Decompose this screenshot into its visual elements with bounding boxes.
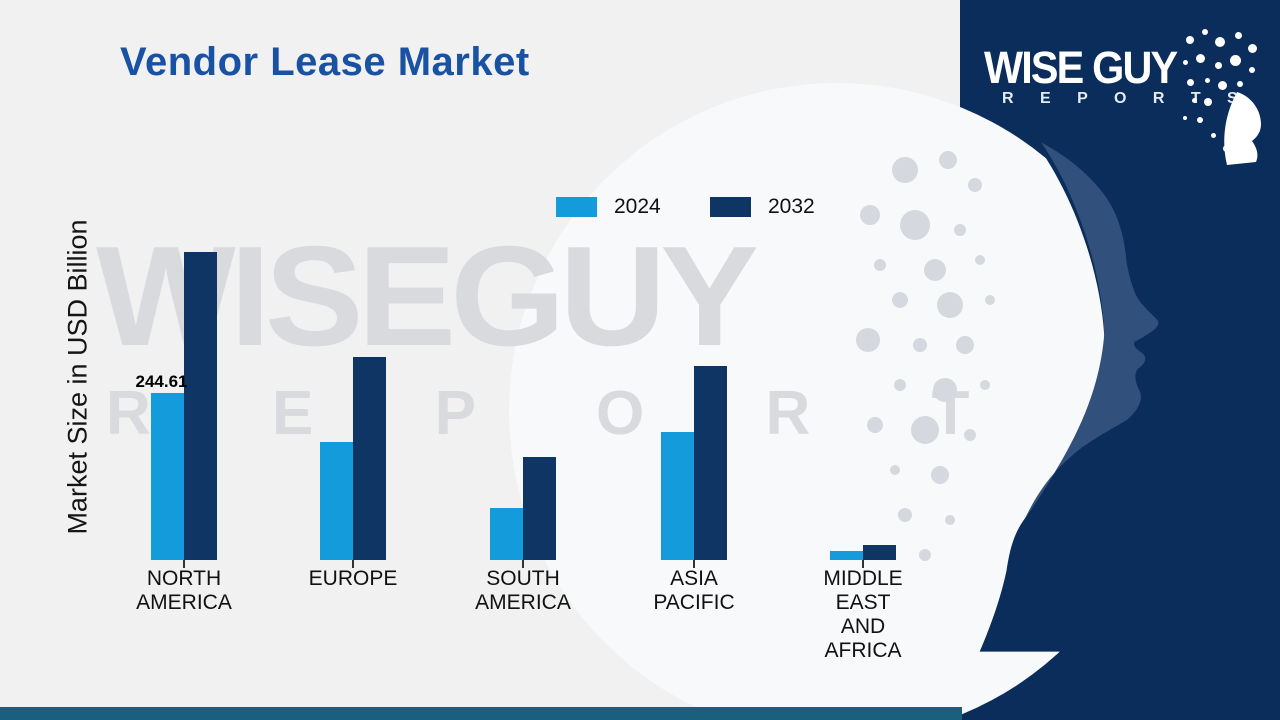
category-label-line: AND <box>840 615 886 638</box>
gray-deco-dot <box>892 292 908 308</box>
category-label-line: PACIFIC <box>653 591 735 614</box>
gray-deco-dot <box>860 205 880 225</box>
category-label-line: AMERICA <box>136 591 232 614</box>
white-deco-dot <box>1237 81 1243 87</box>
legend-swatch <box>556 197 597 217</box>
bar-2032 <box>863 545 896 560</box>
white-deco-dot <box>1182 59 1188 65</box>
y-axis-label: Market Size in USD Billion <box>62 219 93 535</box>
logo-face-icon <box>1224 92 1261 165</box>
gray-deco-dot <box>968 178 982 192</box>
bar-2024 <box>490 508 523 560</box>
gray-deco-dot <box>924 259 946 281</box>
bar-2032 <box>184 252 217 560</box>
category-label-line: MIDDLE <box>823 567 903 590</box>
category-label: NORTH AMERICA <box>136 567 232 615</box>
bar-2032 <box>694 366 727 560</box>
axis-tick <box>693 560 695 568</box>
white-deco-dot <box>1204 77 1210 83</box>
bar-2032 <box>353 357 386 560</box>
white-deco-dot <box>1229 54 1241 66</box>
white-deco-dot <box>1247 43 1257 53</box>
gray-deco-dot <box>980 380 990 390</box>
gray-deco-dot <box>892 157 918 183</box>
white-deco-dot <box>1204 98 1212 106</box>
bar-2024 <box>830 551 863 560</box>
bar-value-label: 244.61 <box>135 372 188 391</box>
category-label-line: EAST <box>835 591 891 614</box>
category-label-line: EUROPE <box>308 567 398 590</box>
category-label-line: AFRICA <box>824 639 902 662</box>
category-label-line: ASIA <box>670 567 718 590</box>
category-label-line: AMERICA <box>475 591 571 614</box>
gray-deco-dot <box>867 417 883 433</box>
gray-deco-dot <box>985 295 995 305</box>
brand-logo-name: WISE GUY <box>984 42 1178 93</box>
white-deco-dot <box>1195 53 1205 63</box>
white-deco-dot <box>1214 61 1222 69</box>
legend-item-2024: 2024 <box>556 195 661 219</box>
category-label: ASIA PACIFIC <box>653 567 734 615</box>
gray-deco-dot <box>939 151 957 169</box>
category-label-line: SOUTH <box>486 567 560 590</box>
white-deco-dot <box>1234 31 1242 39</box>
gray-deco-dot <box>964 429 976 441</box>
category-label: EUROPE <box>309 567 398 591</box>
gray-deco-dot <box>933 378 957 402</box>
bar-2024 <box>151 393 184 560</box>
gray-deco-dot <box>856 328 880 352</box>
white-deco-dot <box>1183 116 1187 120</box>
bottom-accent-bar <box>0 707 962 720</box>
white-deco-dot <box>1215 37 1225 47</box>
page-title: Vendor Lease Market <box>120 40 530 84</box>
gray-deco-dot <box>975 255 985 265</box>
gray-deco-dot <box>956 336 974 354</box>
gray-deco-dot <box>945 515 955 525</box>
white-deco-dot <box>1217 80 1227 90</box>
white-deco-dot <box>1186 78 1194 86</box>
gray-deco-dot <box>919 549 931 561</box>
gray-deco-dot <box>911 416 939 444</box>
gray-deco-dot <box>874 259 886 271</box>
category-label: MIDDLE EAST AND AFRICA <box>823 567 902 663</box>
axis-tick <box>522 560 524 568</box>
white-deco-dot <box>1210 132 1216 138</box>
gray-deco-dot <box>890 465 900 475</box>
bar-2032 <box>523 457 556 560</box>
legend-label: 2032 <box>768 195 815 218</box>
white-deco-dot <box>1222 144 1230 152</box>
white-deco-dot <box>1237 152 1243 158</box>
white-deco-dot <box>1197 117 1203 123</box>
bar-2024 <box>661 432 694 560</box>
gray-deco-dot <box>894 379 906 391</box>
brand-logo-subtitle: R E P O R T S <box>1002 90 1249 107</box>
category-label: SOUTH AMERICA <box>475 567 571 615</box>
legend-swatch <box>710 197 751 217</box>
axis-tick <box>862 560 864 568</box>
gray-deco-dot <box>898 508 912 522</box>
gray-deco-dot <box>931 466 949 484</box>
axis-tick <box>352 560 354 568</box>
gray-deco-dot <box>913 338 927 352</box>
gray-deco-dot <box>937 292 963 318</box>
face-silhouette <box>979 97 1262 652</box>
category-label-line: NORTH <box>146 567 222 590</box>
white-deco-dot <box>1191 97 1197 103</box>
axis-tick <box>183 560 185 568</box>
legend-label: 2024 <box>614 195 661 218</box>
bar-2024 <box>320 442 353 560</box>
white-deco-dot <box>1186 36 1194 44</box>
legend-item-2032: 2032 <box>710 195 815 219</box>
gray-deco-dot <box>900 210 930 240</box>
white-deco-dot <box>1249 67 1255 73</box>
white-deco-dot <box>1202 29 1208 35</box>
gray-deco-dot <box>954 224 966 236</box>
